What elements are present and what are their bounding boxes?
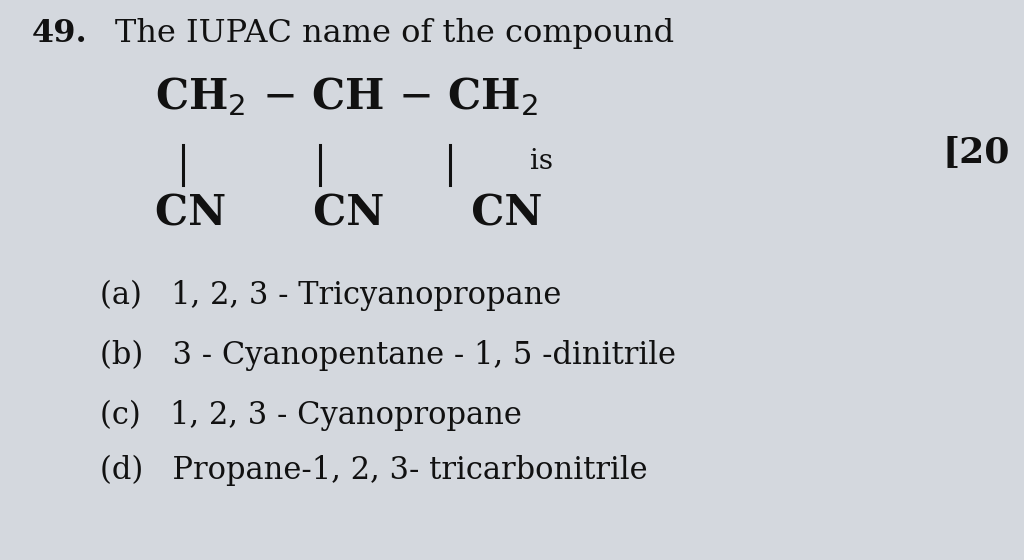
Text: is: is [530,148,553,175]
Text: 49.: 49. [32,18,88,49]
Text: [20: [20 [942,135,1010,169]
Text: CN      CN      CN: CN CN CN [155,193,543,235]
Text: (a)   1, 2, 3 - Tricyanopropane: (a) 1, 2, 3 - Tricyanopropane [100,280,561,311]
Text: The IUPAC name of the compound: The IUPAC name of the compound [115,18,674,49]
Text: (b)   3 - Cyanopentane - 1, 5 -dinitrile: (b) 3 - Cyanopentane - 1, 5 -dinitrile [100,340,676,371]
Text: CH$_2$ $-$ CH $-$ CH$_2$: CH$_2$ $-$ CH $-$ CH$_2$ [155,75,539,118]
Text: (d)   Propane-1, 2, 3- tricarbonitrile: (d) Propane-1, 2, 3- tricarbonitrile [100,455,647,486]
Text: (c)   1, 2, 3 - Cyanopropane: (c) 1, 2, 3 - Cyanopropane [100,400,522,431]
